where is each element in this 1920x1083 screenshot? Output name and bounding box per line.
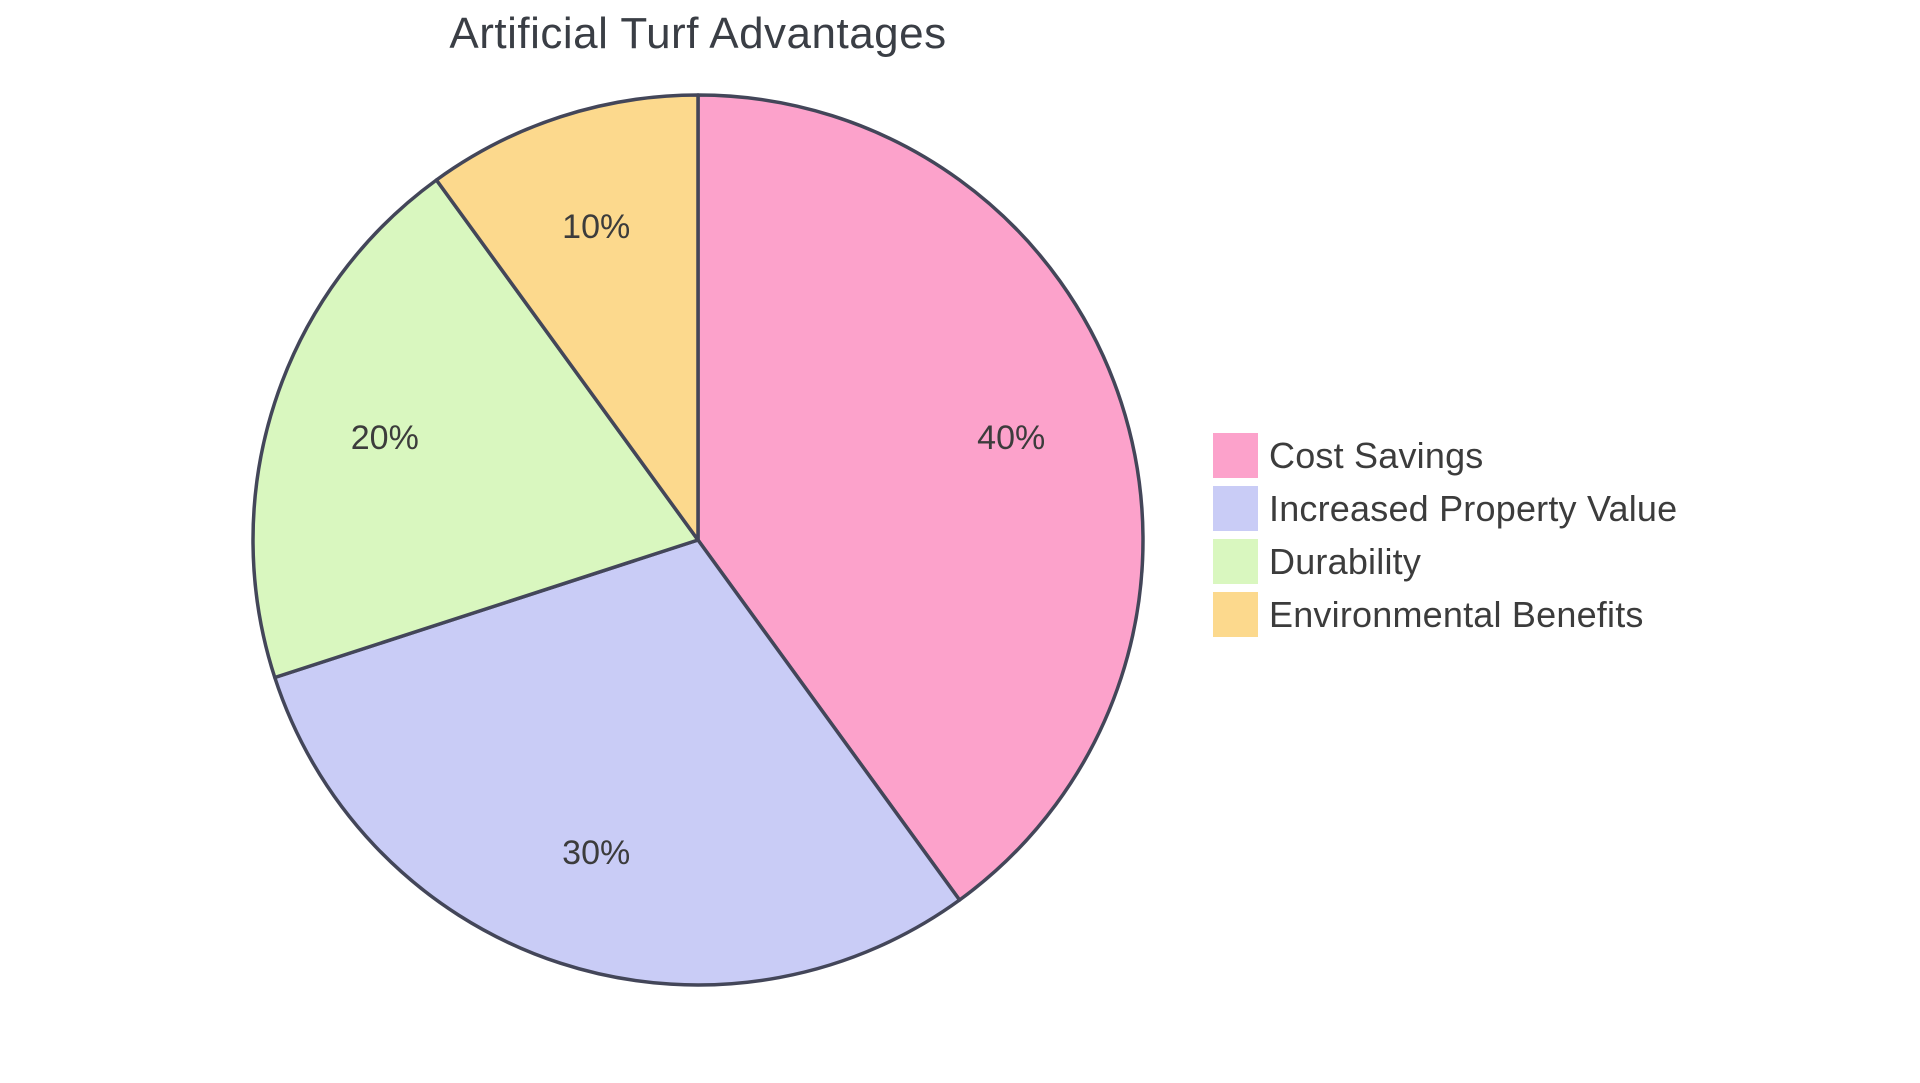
- legend-swatch-increased-property-value: [1213, 486, 1258, 531]
- chart-title: Artificial Turf Advantages: [449, 9, 947, 58]
- slice-label-increased-property-value: 30%: [562, 834, 630, 872]
- legend: Cost Savings Increased Property Value Dura…: [1213, 433, 1677, 645]
- legend-label-cost-savings: Cost Savings: [1269, 434, 1484, 476]
- legend-label-durability: Durability: [1269, 540, 1422, 582]
- legend-swatch-environmental-benefits: [1213, 592, 1258, 637]
- legend-item-increased-property-value: Increased Property Value: [1213, 486, 1677, 531]
- pie-slice-cost-savings: [696, 93, 1145, 902]
- legend-label-increased-property-value: Increased Property Value: [1269, 487, 1678, 529]
- legend-swatch-cost-savings: [1213, 433, 1258, 478]
- legend-label-environmental-benefits: Environmental Benefits: [1269, 593, 1644, 635]
- pie-slice-durability: [251, 178, 700, 680]
- slice-label-environmental-benefits: 10%: [562, 208, 630, 246]
- legend-item-durability: Durability: [1213, 539, 1677, 584]
- legend-item-environmental-benefits: Environmental Benefits: [1213, 592, 1677, 637]
- legend-item-cost-savings: Cost Savings: [1213, 433, 1677, 478]
- legend-swatch-durability: [1213, 539, 1258, 584]
- pie-slice-environmental-benefits: [434, 93, 700, 542]
- slice-label-cost-savings: 40%: [977, 419, 1045, 457]
- slice-label-durability: 20%: [351, 419, 419, 457]
- pie-slice-increased-property-value: [273, 538, 962, 987]
